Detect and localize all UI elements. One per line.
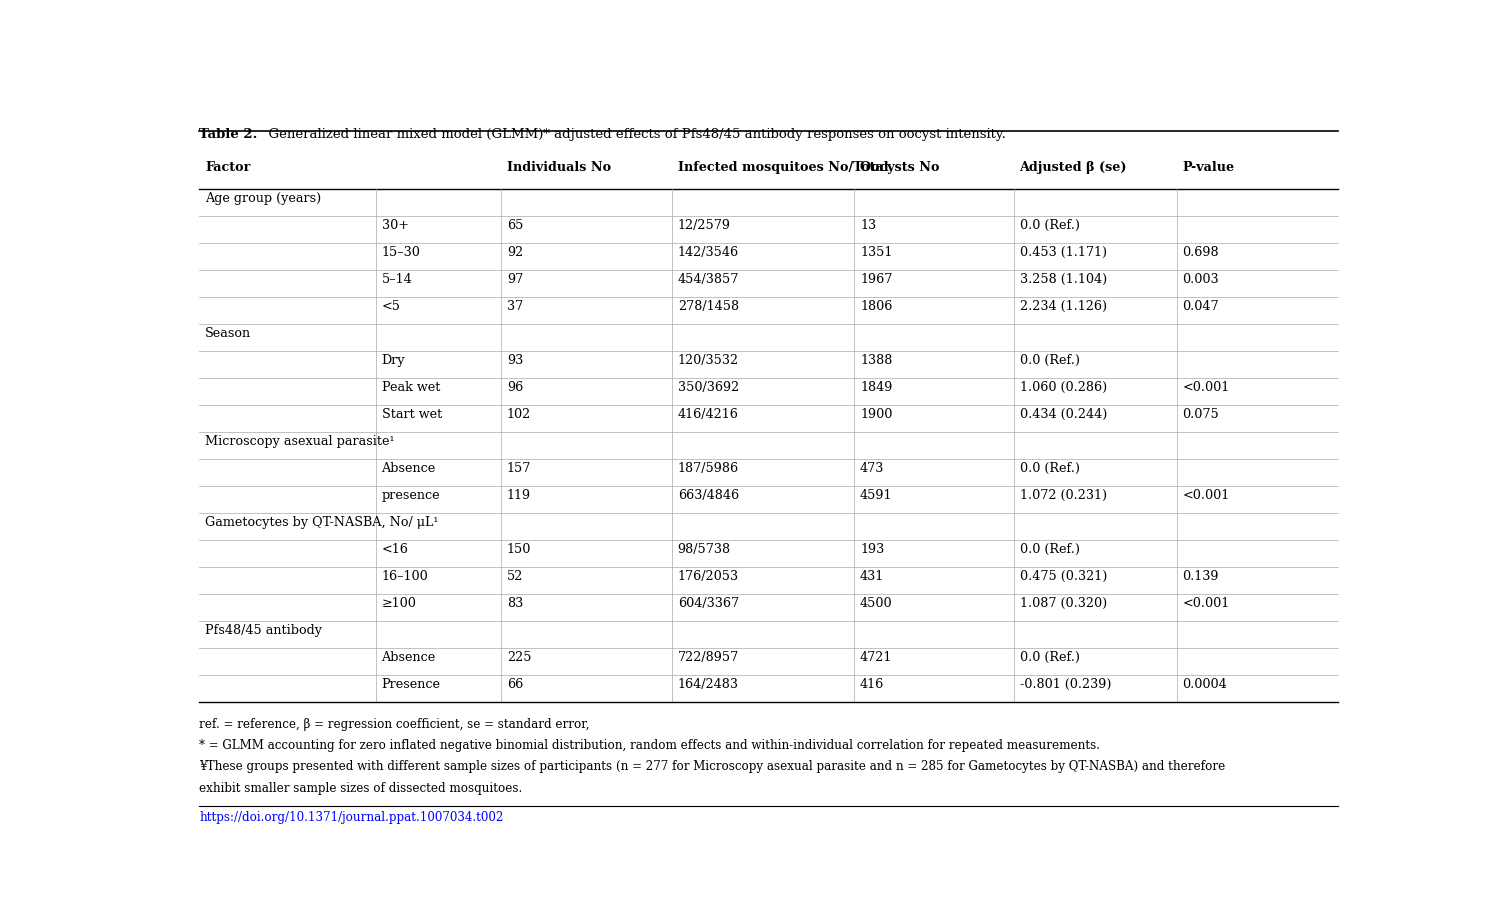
Text: Pfs48/45 antibody: Pfs48/45 antibody	[206, 624, 322, 637]
Text: Presence: Presence	[381, 678, 441, 691]
Text: 0.0 (Ref.): 0.0 (Ref.)	[1020, 543, 1080, 556]
Text: 102: 102	[507, 408, 531, 421]
Text: 0.0 (Ref.): 0.0 (Ref.)	[1020, 219, 1080, 232]
Text: P-value: P-value	[1182, 161, 1234, 174]
Text: 1900: 1900	[859, 408, 892, 421]
Text: 66: 66	[507, 678, 524, 691]
Text: <0.001: <0.001	[1182, 381, 1230, 394]
Text: 0.453 (1.171): 0.453 (1.171)	[1020, 246, 1107, 259]
Text: 278/1458: 278/1458	[678, 301, 740, 313]
Text: 16–100: 16–100	[381, 570, 429, 583]
Text: 15–30: 15–30	[381, 246, 420, 259]
Text: 0.0 (Ref.): 0.0 (Ref.)	[1020, 651, 1080, 664]
Text: 96: 96	[507, 381, 524, 394]
Text: Absence: Absence	[381, 462, 436, 475]
Text: 1806: 1806	[859, 301, 892, 313]
Text: Age group (years): Age group (years)	[206, 193, 321, 206]
Text: ref. = reference, β = regression coefficient, se = standard error,: ref. = reference, β = regression coeffic…	[200, 717, 590, 730]
Text: https://doi.org/10.1371/journal.ppat.1007034.t002: https://doi.org/10.1371/journal.ppat.100…	[200, 811, 504, 824]
Text: 416/4216: 416/4216	[678, 408, 738, 421]
Text: 98/5738: 98/5738	[678, 543, 730, 556]
Text: 431: 431	[859, 570, 885, 583]
Text: <5: <5	[381, 301, 400, 313]
Text: Start wet: Start wet	[381, 408, 442, 421]
Text: 4500: 4500	[859, 597, 892, 610]
Text: 30+: 30+	[381, 219, 408, 232]
Text: 350/3692: 350/3692	[678, 381, 740, 394]
Text: 1.060 (0.286): 1.060 (0.286)	[1020, 381, 1107, 394]
Text: 663/4846: 663/4846	[678, 489, 740, 502]
Text: 93: 93	[507, 354, 524, 367]
Text: Table 2.: Table 2.	[200, 128, 258, 141]
Text: 0.434 (0.244): 0.434 (0.244)	[1020, 408, 1107, 421]
Text: 0.0 (Ref.): 0.0 (Ref.)	[1020, 462, 1080, 475]
Text: 120/3532: 120/3532	[678, 354, 740, 367]
Text: 416: 416	[859, 678, 885, 691]
Text: presence: presence	[381, 489, 440, 502]
Text: Absence: Absence	[381, 651, 436, 664]
Text: 0.075: 0.075	[1182, 408, 1219, 421]
Text: 5–14: 5–14	[381, 273, 412, 286]
Text: ≥100: ≥100	[381, 597, 417, 610]
Text: -0.801 (0.239): -0.801 (0.239)	[1020, 678, 1112, 691]
Text: 0.0 (Ref.): 0.0 (Ref.)	[1020, 354, 1080, 367]
Text: 52: 52	[507, 570, 524, 583]
Text: 92: 92	[507, 246, 524, 259]
Text: exhibit smaller sample sizes of dissected mosquitoes.: exhibit smaller sample sizes of dissecte…	[200, 782, 522, 795]
Text: Factor: Factor	[206, 161, 251, 174]
Text: 225: 225	[507, 651, 531, 664]
Text: 1.072 (0.231): 1.072 (0.231)	[1020, 489, 1107, 502]
Text: <16: <16	[381, 543, 408, 556]
Text: 13: 13	[859, 219, 876, 232]
Text: Oocysts No: Oocysts No	[859, 161, 939, 174]
Text: 176/2053: 176/2053	[678, 570, 740, 583]
Text: 3.258 (1.104): 3.258 (1.104)	[1020, 273, 1107, 286]
Text: Gametocytes by QT-NASBA, No/ μL¹: Gametocytes by QT-NASBA, No/ μL¹	[206, 516, 438, 529]
Text: 1967: 1967	[859, 273, 892, 286]
Text: Generalized linear mixed model (GLMM)* adjusted effects of Pfs48/45 antibody res: Generalized linear mixed model (GLMM)* a…	[260, 128, 1005, 141]
Text: 0.047: 0.047	[1182, 301, 1219, 313]
Text: Dry: Dry	[381, 354, 405, 367]
Text: 722/8957: 722/8957	[678, 651, 740, 664]
Text: 0.698: 0.698	[1182, 246, 1219, 259]
Text: 0.139: 0.139	[1182, 570, 1219, 583]
Text: Peak wet: Peak wet	[381, 381, 440, 394]
Text: 157: 157	[507, 462, 531, 475]
Text: 1849: 1849	[859, 381, 892, 394]
Text: 604/3367: 604/3367	[678, 597, 740, 610]
Text: 2.234 (1.126): 2.234 (1.126)	[1020, 301, 1107, 313]
Text: 1.087 (0.320): 1.087 (0.320)	[1020, 597, 1107, 610]
Text: 97: 97	[507, 273, 524, 286]
Text: 37: 37	[507, 301, 524, 313]
Text: 150: 150	[507, 543, 531, 556]
Text: 187/5986: 187/5986	[678, 462, 740, 475]
Text: 1388: 1388	[859, 354, 892, 367]
Text: 65: 65	[507, 219, 524, 232]
Text: 4721: 4721	[859, 651, 892, 664]
Text: 0.0004: 0.0004	[1182, 678, 1227, 691]
Text: <0.001: <0.001	[1182, 597, 1230, 610]
Text: 119: 119	[507, 489, 531, 502]
Text: Infected mosquitoes No/Total: Infected mosquitoes No/Total	[678, 161, 888, 174]
Text: 0.003: 0.003	[1182, 273, 1219, 286]
Text: ¥These groups presented with different sample sizes of participants (n = 277 for: ¥These groups presented with different s…	[200, 761, 1226, 774]
Text: 12/2579: 12/2579	[678, 219, 730, 232]
Text: 454/3857: 454/3857	[678, 273, 740, 286]
Text: 142/3546: 142/3546	[678, 246, 740, 259]
Text: 473: 473	[859, 462, 885, 475]
Text: 193: 193	[859, 543, 885, 556]
Text: 164/2483: 164/2483	[678, 678, 738, 691]
Text: Adjusted β (se): Adjusted β (se)	[1020, 161, 1126, 174]
Text: Season: Season	[206, 327, 251, 340]
Text: <0.001: <0.001	[1182, 489, 1230, 502]
Text: 1351: 1351	[859, 246, 892, 259]
Text: 83: 83	[507, 597, 524, 610]
Text: * = GLMM accounting for zero inflated negative binomial distribution, random eff: * = GLMM accounting for zero inflated ne…	[200, 739, 1100, 752]
Text: Individuals No: Individuals No	[507, 161, 610, 174]
Text: Microscopy asexual parasite¹: Microscopy asexual parasite¹	[206, 435, 394, 448]
Text: 0.475 (0.321): 0.475 (0.321)	[1020, 570, 1107, 583]
Text: 4591: 4591	[859, 489, 892, 502]
